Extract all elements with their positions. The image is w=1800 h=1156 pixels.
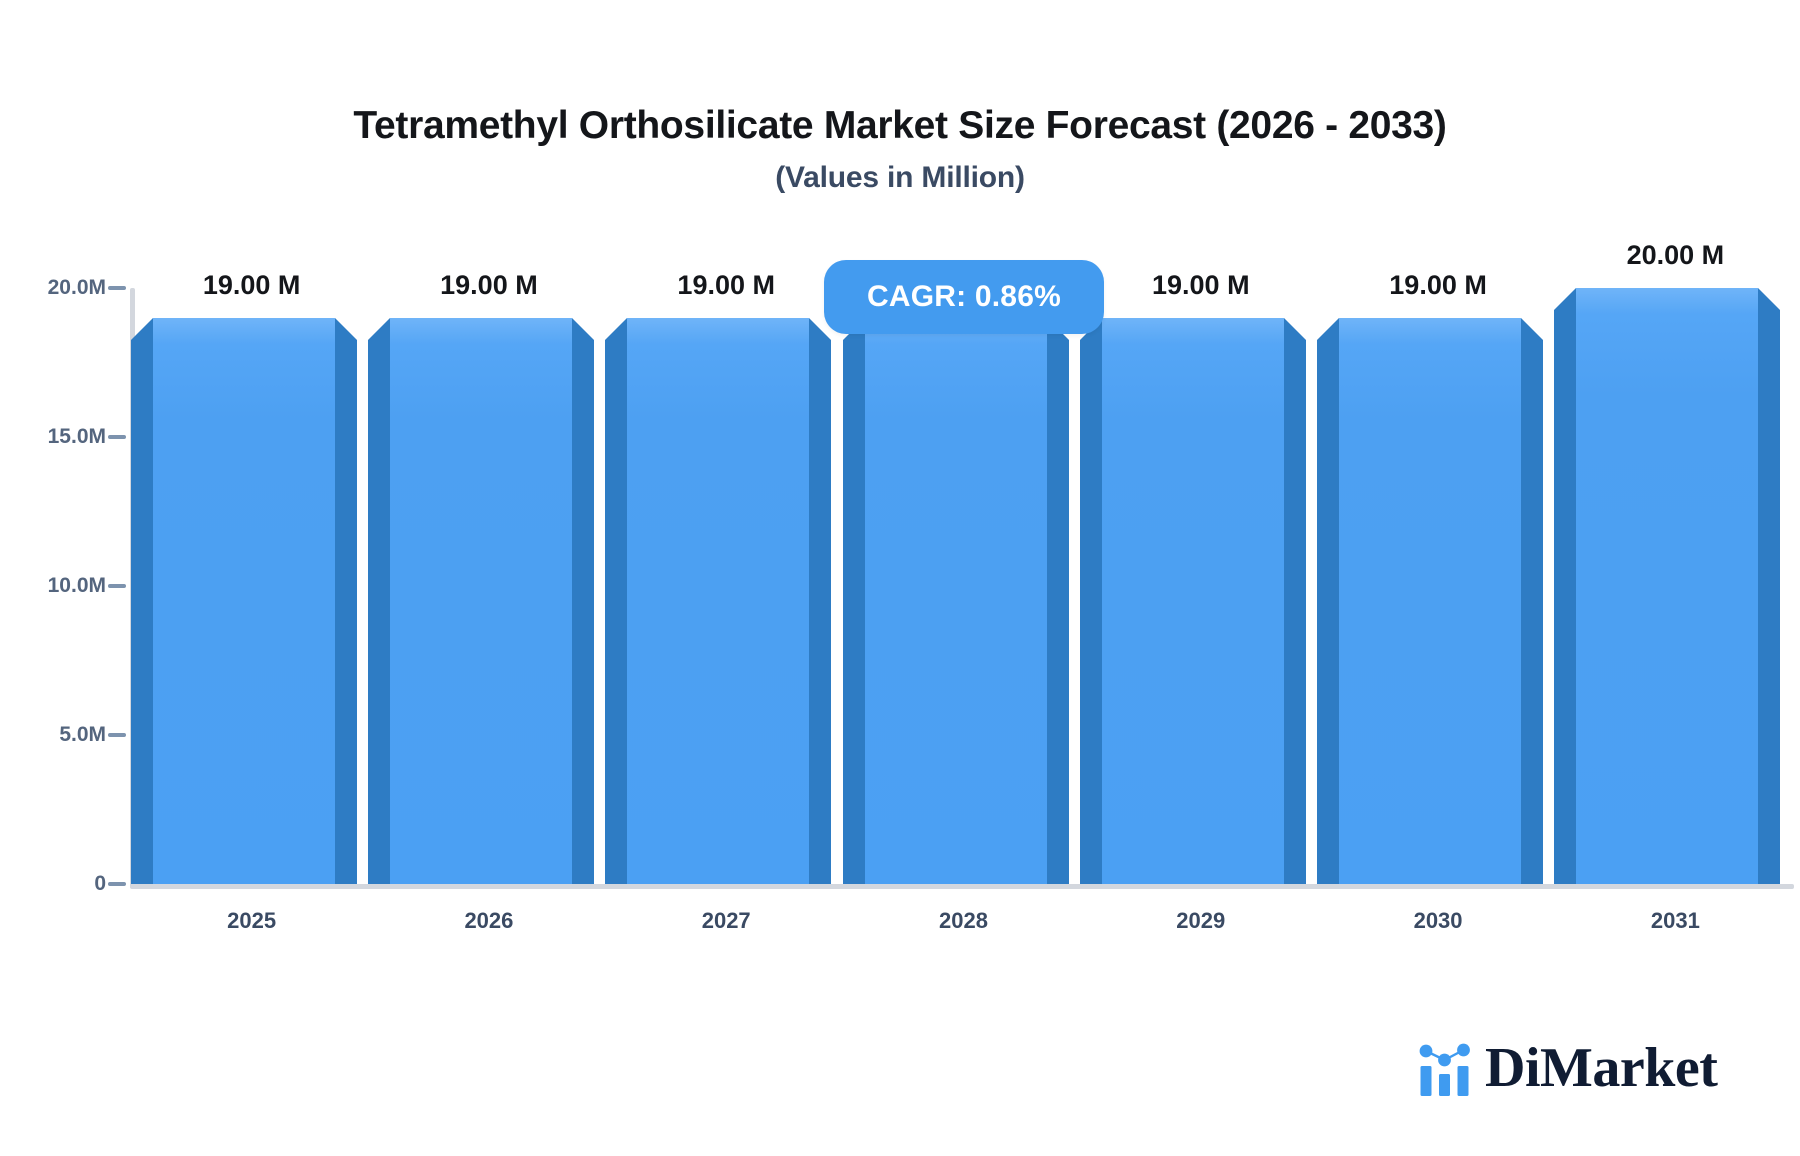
x-axis-tick-label: 2028 xyxy=(939,908,988,933)
y-axis-tick-label: 5.0M xyxy=(59,723,106,746)
bar-side-right xyxy=(572,318,594,884)
bar-side-right xyxy=(1521,318,1543,884)
x-axis-tick-label: 2031 xyxy=(1650,908,1700,933)
bar-side-left xyxy=(843,318,865,884)
bar-face xyxy=(627,318,809,884)
bar-side-left xyxy=(368,318,390,884)
x-axis-tick-label: 2029 xyxy=(1176,908,1226,933)
bar-side-left xyxy=(605,318,627,884)
y-axis-tick-mark xyxy=(108,435,126,439)
y-axis-tick-mark xyxy=(108,882,126,886)
y-axis-tick-mark xyxy=(108,286,126,290)
x-axis-tick-label: 2030 xyxy=(1413,908,1463,933)
y-axis-tick-label: 10.0M xyxy=(47,574,106,597)
brand-logo: DiMarket xyxy=(1419,1037,1718,1099)
bar-face xyxy=(390,318,572,884)
bar-side-left xyxy=(1317,318,1339,884)
y-axis-tick-mark xyxy=(108,584,126,588)
x-axis-tick-label: 2025 xyxy=(227,908,277,933)
y-axis-tick-label: 20.0M xyxy=(47,276,106,299)
title-block: Tetramethyl Orthosilicate Market Size Fo… xyxy=(0,104,1800,195)
y-axis-tick-label: 0 xyxy=(94,872,106,895)
bar-value-label: 19.00 M xyxy=(1389,270,1487,300)
bar-value-label: 19.00 M xyxy=(202,270,301,300)
bar-side-right xyxy=(1047,318,1069,884)
bar-face xyxy=(865,318,1047,884)
logo-text: DiMarket xyxy=(1485,1037,1718,1099)
bar-side-right xyxy=(1284,318,1306,884)
bar[interactable] xyxy=(605,318,831,884)
bar[interactable] xyxy=(1554,288,1780,884)
chart-subtitle: (Values in Million) xyxy=(775,160,1025,194)
bar-value-label: 19.00 M xyxy=(440,270,538,300)
y-axis-tick-mark xyxy=(108,733,126,737)
bar-side-right xyxy=(335,318,357,884)
bar-face xyxy=(153,318,335,884)
cagr-badge: CAGR: 0.86% xyxy=(824,260,1104,334)
bar-face xyxy=(1102,318,1284,884)
bar[interactable] xyxy=(368,318,594,884)
x-axis-line xyxy=(130,884,1794,889)
bar[interactable] xyxy=(1080,318,1306,884)
bar[interactable] xyxy=(1317,318,1543,884)
bar-face xyxy=(1576,288,1758,884)
bar-value-label: 19.00 M xyxy=(1152,270,1250,300)
bar-value-label: 19.00 M xyxy=(677,270,775,300)
bar-side-left xyxy=(131,318,153,884)
bar-value-label: 20.00 M xyxy=(1626,240,1725,270)
bar-face xyxy=(1339,318,1521,884)
bar-side-left xyxy=(1080,318,1102,884)
page-title: Tetramethyl Orthosilicate Market Size Fo… xyxy=(353,104,1447,147)
bar-chart-line-icon xyxy=(1419,1040,1471,1096)
bar-side-right xyxy=(809,318,831,884)
bar[interactable] xyxy=(131,318,357,884)
y-axis-tick-label: 15.0M xyxy=(47,425,106,448)
bar[interactable] xyxy=(843,318,1069,884)
bar-side-right xyxy=(1758,288,1780,884)
x-axis-tick-label: 2027 xyxy=(701,908,751,933)
x-axis-tick-label: 2026 xyxy=(464,908,514,933)
bar-side-left xyxy=(1554,288,1576,884)
